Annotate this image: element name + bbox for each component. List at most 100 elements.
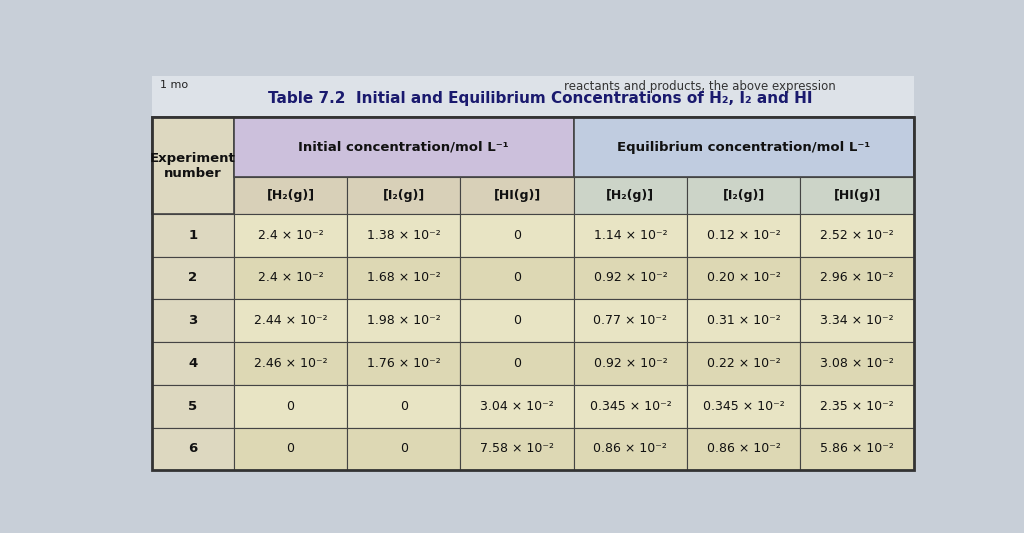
Bar xyxy=(152,342,233,385)
Text: 0: 0 xyxy=(513,271,521,285)
Bar xyxy=(152,76,913,117)
Bar xyxy=(347,342,461,385)
Text: Experiment
number: Experiment number xyxy=(150,151,236,180)
Text: 0.92 × 10⁻²: 0.92 × 10⁻² xyxy=(594,271,668,285)
Text: 0.22 × 10⁻²: 0.22 × 10⁻² xyxy=(707,357,780,370)
Bar xyxy=(461,177,573,214)
Bar xyxy=(233,427,347,470)
Bar xyxy=(687,177,801,214)
Bar xyxy=(573,342,687,385)
Text: 0.31 × 10⁻²: 0.31 × 10⁻² xyxy=(707,314,780,327)
Text: 0.77 × 10⁻²: 0.77 × 10⁻² xyxy=(594,314,668,327)
Bar xyxy=(461,299,573,342)
Bar xyxy=(152,214,233,256)
Bar xyxy=(461,427,573,470)
Text: 2.52 × 10⁻²: 2.52 × 10⁻² xyxy=(820,229,894,241)
Bar xyxy=(801,427,913,470)
Text: reactants and products, the above expression: reactants and products, the above expres… xyxy=(563,80,836,93)
Bar xyxy=(573,214,687,256)
Bar xyxy=(233,177,347,214)
Text: [HI(g)]: [HI(g)] xyxy=(834,189,881,202)
Text: 1.98 × 10⁻²: 1.98 × 10⁻² xyxy=(367,314,440,327)
Bar xyxy=(687,299,801,342)
Bar xyxy=(801,177,913,214)
Text: 3.34 × 10⁻²: 3.34 × 10⁻² xyxy=(820,314,894,327)
Bar xyxy=(461,342,573,385)
Bar xyxy=(573,117,913,177)
Bar xyxy=(461,214,573,256)
Text: 0.86 × 10⁻²: 0.86 × 10⁻² xyxy=(707,442,780,455)
Text: 5: 5 xyxy=(188,400,198,413)
Bar xyxy=(687,256,801,299)
Bar xyxy=(347,214,461,256)
Text: 0.12 × 10⁻²: 0.12 × 10⁻² xyxy=(707,229,780,241)
Text: 2.4 × 10⁻²: 2.4 × 10⁻² xyxy=(258,271,324,285)
Text: [I₂(g)]: [I₂(g)] xyxy=(723,189,765,202)
Text: 2.35 × 10⁻²: 2.35 × 10⁻² xyxy=(820,400,894,413)
Bar xyxy=(152,385,233,427)
Text: 1: 1 xyxy=(188,229,198,241)
Bar xyxy=(687,427,801,470)
Text: 2.96 × 10⁻²: 2.96 × 10⁻² xyxy=(820,271,894,285)
Bar xyxy=(573,177,687,214)
Bar xyxy=(233,385,347,427)
Bar xyxy=(801,342,913,385)
Text: 3: 3 xyxy=(188,314,198,327)
Bar xyxy=(687,214,801,256)
Text: 7.58 × 10⁻²: 7.58 × 10⁻² xyxy=(480,442,554,455)
Text: 6: 6 xyxy=(188,442,198,455)
Text: 0.86 × 10⁻²: 0.86 × 10⁻² xyxy=(594,442,668,455)
Text: [I₂(g)]: [I₂(g)] xyxy=(383,189,425,202)
Bar xyxy=(347,256,461,299)
Bar xyxy=(347,385,461,427)
Bar xyxy=(347,177,461,214)
Bar xyxy=(152,427,233,470)
Text: 1.38 × 10⁻²: 1.38 × 10⁻² xyxy=(367,229,440,241)
Text: 2: 2 xyxy=(188,271,198,285)
Text: 0.345 × 10⁻²: 0.345 × 10⁻² xyxy=(590,400,672,413)
Text: 0: 0 xyxy=(513,229,521,241)
Bar xyxy=(573,256,687,299)
Text: 0: 0 xyxy=(287,400,295,413)
Text: 2.46 × 10⁻²: 2.46 × 10⁻² xyxy=(254,357,328,370)
Text: [H₂(g)]: [H₂(g)] xyxy=(266,189,314,202)
Bar xyxy=(461,256,573,299)
Bar xyxy=(152,117,233,214)
Bar xyxy=(347,427,461,470)
Bar xyxy=(233,214,347,256)
Text: 3.04 × 10⁻²: 3.04 × 10⁻² xyxy=(480,400,554,413)
Text: 0.92 × 10⁻²: 0.92 × 10⁻² xyxy=(594,357,668,370)
Text: 0: 0 xyxy=(399,400,408,413)
Bar xyxy=(687,385,801,427)
Text: 0: 0 xyxy=(513,314,521,327)
Text: 5.86 × 10⁻²: 5.86 × 10⁻² xyxy=(820,442,894,455)
Bar xyxy=(573,427,687,470)
Bar xyxy=(233,299,347,342)
Text: 3.08 × 10⁻²: 3.08 × 10⁻² xyxy=(820,357,894,370)
Text: 1.14 × 10⁻²: 1.14 × 10⁻² xyxy=(594,229,668,241)
Bar xyxy=(152,256,233,299)
Text: Equilibrium concentration/mol L⁻¹: Equilibrium concentration/mol L⁻¹ xyxy=(617,141,870,154)
Bar xyxy=(461,385,573,427)
Text: Table 7.2  Initial and Equilibrium Concentrations of H₂, I₂ and HI: Table 7.2 Initial and Equilibrium Concen… xyxy=(268,91,813,107)
Bar xyxy=(801,385,913,427)
Text: 1 mo: 1 mo xyxy=(160,80,187,91)
Bar xyxy=(347,299,461,342)
Text: 0: 0 xyxy=(513,357,521,370)
Bar xyxy=(233,256,347,299)
Bar xyxy=(801,214,913,256)
Bar xyxy=(573,385,687,427)
Bar xyxy=(152,299,233,342)
Text: 1.76 × 10⁻²: 1.76 × 10⁻² xyxy=(367,357,440,370)
Text: 0.20 × 10⁻²: 0.20 × 10⁻² xyxy=(707,271,780,285)
Bar xyxy=(233,342,347,385)
Text: 1.68 × 10⁻²: 1.68 × 10⁻² xyxy=(367,271,440,285)
Text: 0.345 × 10⁻²: 0.345 × 10⁻² xyxy=(702,400,784,413)
Text: 2.44 × 10⁻²: 2.44 × 10⁻² xyxy=(254,314,328,327)
Bar xyxy=(573,299,687,342)
Text: 4: 4 xyxy=(188,357,198,370)
Bar xyxy=(801,256,913,299)
Bar xyxy=(152,117,913,470)
Text: 2.4 × 10⁻²: 2.4 × 10⁻² xyxy=(258,229,324,241)
Text: [HI(g)]: [HI(g)] xyxy=(494,189,541,202)
